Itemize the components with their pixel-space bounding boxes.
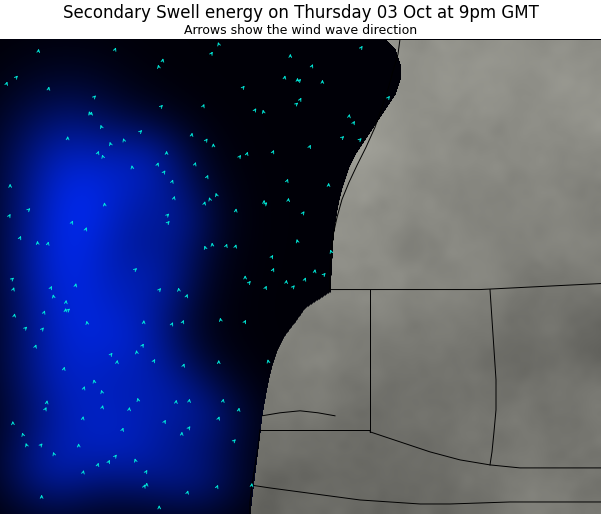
Text: Secondary Swell energy on Thursday 03 Oct at 9pm GMT: Secondary Swell energy on Thursday 03 Oc…	[63, 4, 538, 22]
Text: Arrows show the wind wave direction: Arrows show the wind wave direction	[184, 24, 417, 37]
